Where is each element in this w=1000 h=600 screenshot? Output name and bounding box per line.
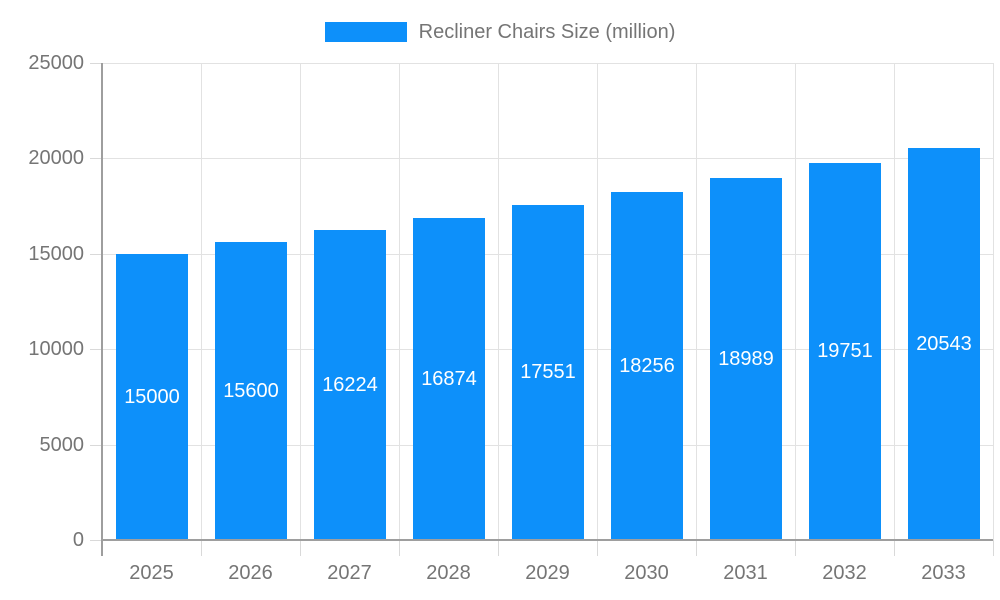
bar-value-label: 17551	[520, 361, 576, 383]
x-axis-label: 2028	[426, 562, 471, 584]
x-axis-label: 2027	[327, 562, 372, 584]
x-tick-mark	[201, 540, 202, 556]
x-gridline	[993, 63, 994, 540]
y-tick-mark	[90, 254, 102, 255]
x-gridline	[597, 63, 598, 540]
y-tick-mark	[90, 540, 102, 541]
bar[interactable]: 16874	[413, 218, 485, 540]
bar-value-label: 16874	[421, 367, 477, 390]
bar-value-label: 18256	[619, 354, 675, 377]
y-axis-label: 25000	[28, 52, 84, 74]
bar-value-label: 18989	[718, 347, 774, 370]
x-tick-mark	[696, 540, 697, 556]
bar-value-label: 19751	[817, 340, 873, 362]
bar[interactable]: 15600	[215, 242, 287, 540]
x-axis-label: 2025	[129, 562, 174, 584]
x-axis-label: 2031	[723, 562, 768, 584]
bar[interactable]: 17551	[512, 205, 584, 540]
y-axis-label: 0	[72, 529, 84, 551]
bar[interactable]: 18989	[710, 178, 782, 540]
x-tick-mark	[498, 540, 499, 556]
x-axis-label: 2026	[228, 562, 273, 584]
x-axis-label: 2029	[525, 562, 570, 584]
y-tick-mark	[90, 63, 102, 64]
bar[interactable]: 20543	[908, 148, 980, 540]
bar[interactable]: 15000	[116, 254, 188, 540]
x-tick-mark	[597, 540, 598, 556]
legend: Recliner Chairs Size (million)	[0, 20, 1000, 44]
bar[interactable]: 19751	[809, 163, 881, 540]
y-axis-label: 10000	[28, 338, 84, 360]
x-axis-line	[102, 539, 993, 541]
y-tick-mark	[90, 158, 102, 159]
x-gridline	[498, 63, 499, 540]
y-axis-label: 5000	[39, 434, 85, 456]
x-gridline	[399, 63, 400, 540]
x-gridline	[201, 63, 202, 540]
y-axis-line	[101, 63, 103, 556]
x-gridline	[300, 63, 301, 540]
bar-value-label: 15000	[124, 385, 180, 408]
y-axis-label: 20000	[28, 147, 84, 169]
y-gridline	[102, 63, 993, 64]
x-gridline	[696, 63, 697, 540]
x-tick-mark	[300, 540, 301, 556]
bar[interactable]: 18256	[611, 192, 683, 540]
bar-value-label: 15600	[223, 379, 279, 402]
x-gridline	[894, 63, 895, 540]
y-gridline	[102, 158, 993, 159]
bar-value-label: 16224	[322, 373, 378, 396]
legend-swatch[interactable]	[324, 22, 407, 42]
x-tick-mark	[993, 540, 994, 556]
bar-value-label: 20543	[916, 332, 972, 355]
x-tick-mark	[894, 540, 895, 556]
x-axis-label: 2032	[822, 562, 867, 584]
x-gridline	[795, 63, 796, 540]
y-axis-label: 15000	[28, 243, 84, 265]
x-axis-label: 2030	[624, 562, 669, 584]
legend-label[interactable]: Recliner Chairs Size (million)	[418, 20, 676, 43]
y-tick-mark	[90, 349, 102, 350]
x-tick-mark	[795, 540, 796, 556]
x-tick-mark	[399, 540, 400, 556]
bar[interactable]: 16224	[314, 230, 386, 540]
x-axis-label: 2033	[921, 562, 966, 584]
y-tick-mark	[90, 445, 102, 446]
